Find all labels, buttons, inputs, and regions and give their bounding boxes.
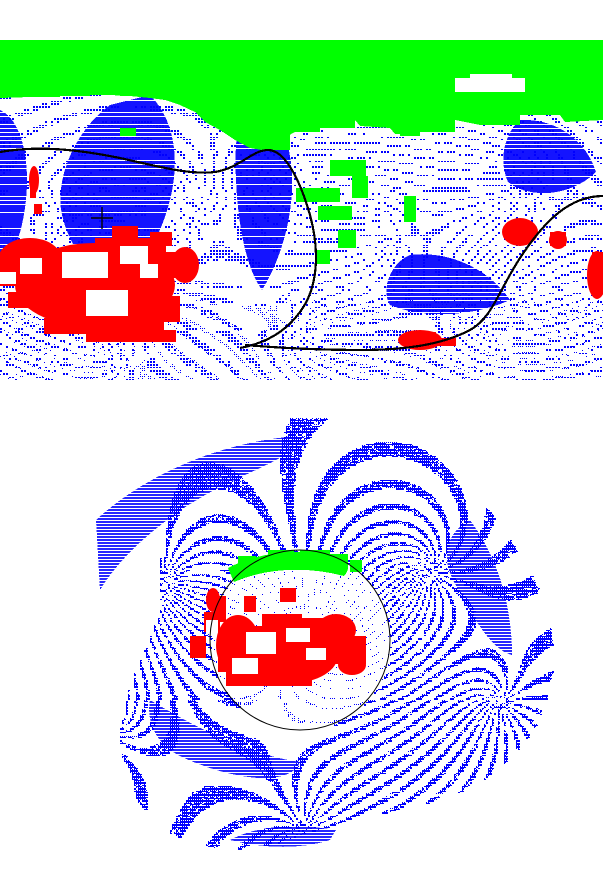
- lower-separatrix: [209, 549, 391, 731]
- field-null-marker: [91, 207, 113, 229]
- lower-panel-svg: [0, 400, 603, 869]
- upper-negative-region: [0, 116, 603, 350]
- upper-panel: [0, 0, 603, 400]
- upper-separatrix: [0, 147, 603, 352]
- lower-panel: [0, 400, 603, 869]
- upper-positive-region: [0, 40, 603, 165]
- upper-panel-svg: [0, 0, 603, 400]
